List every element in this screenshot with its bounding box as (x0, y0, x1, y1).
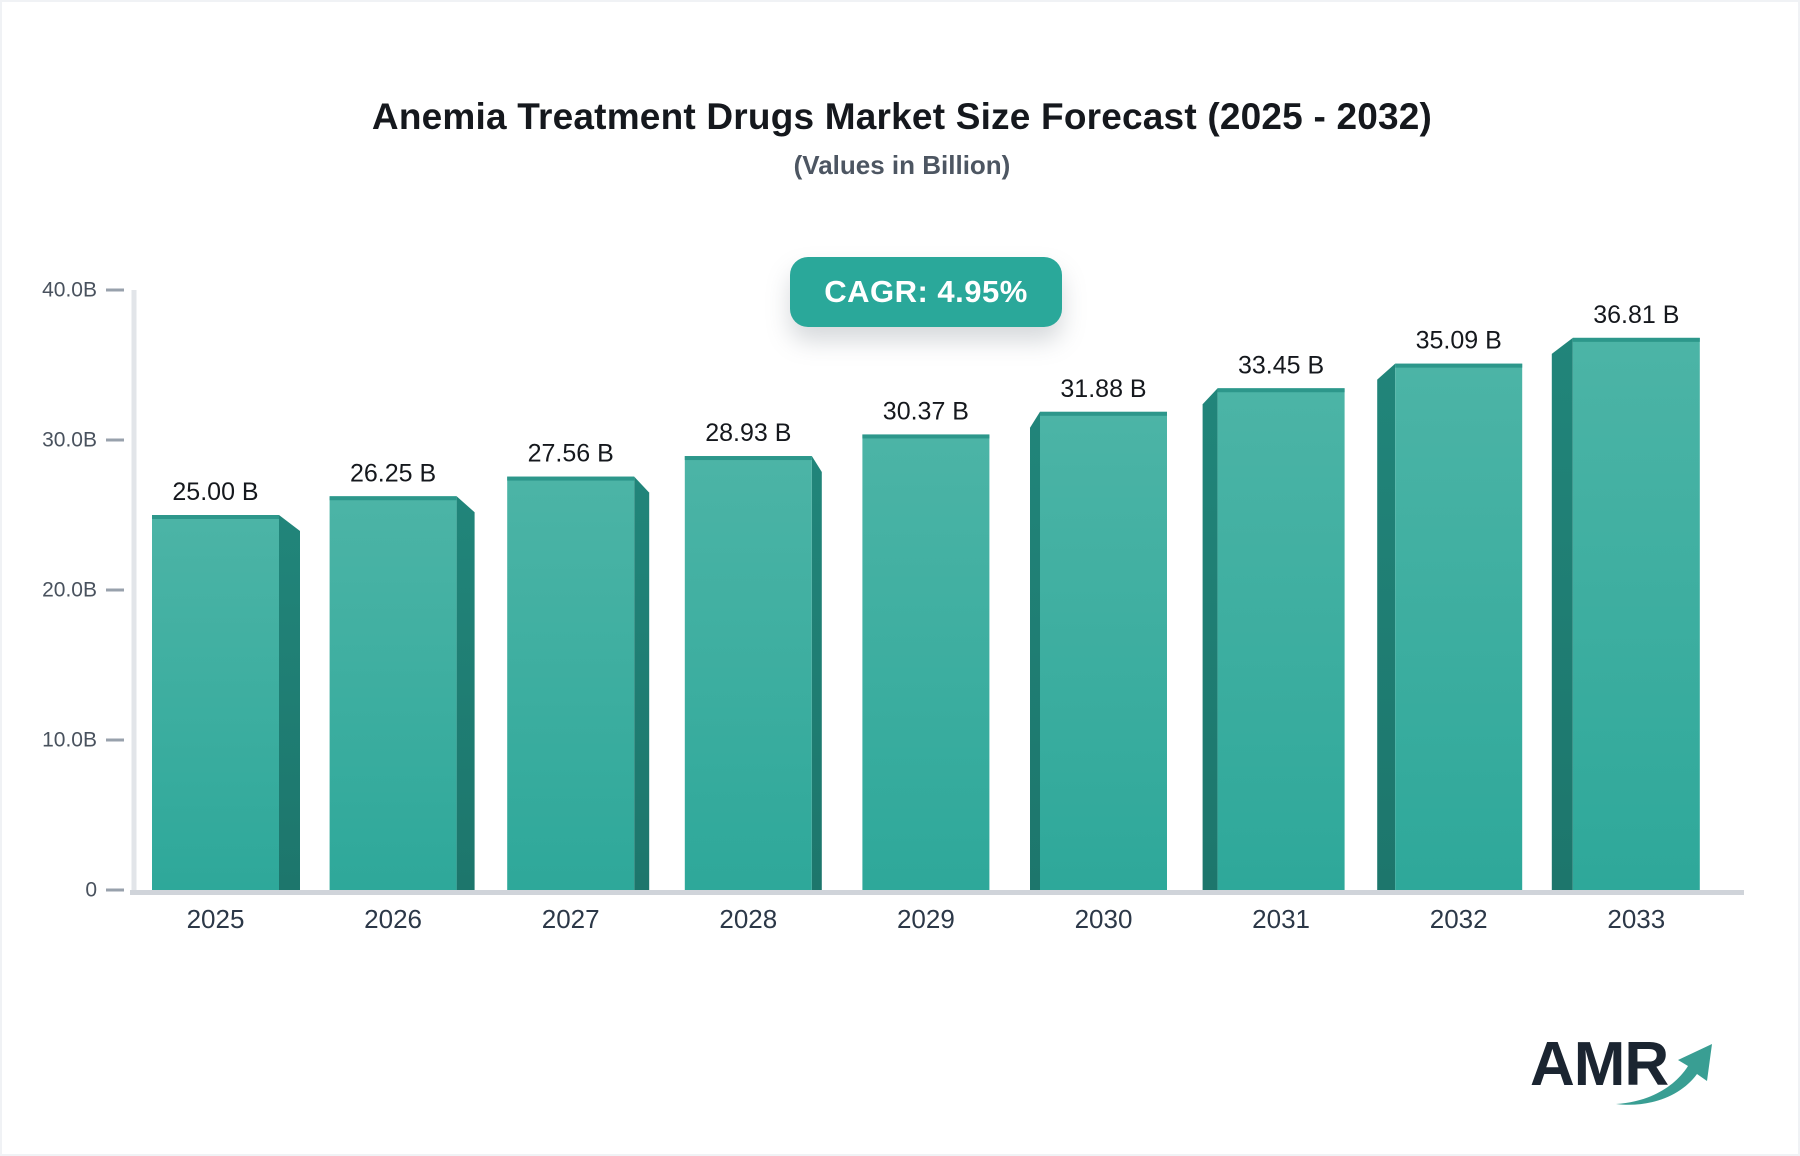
bar-value-label: 28.93 B (705, 419, 791, 447)
cagr-badge: CAGR: 4.95% (790, 257, 1062, 327)
x-axis-label: 2030 (1075, 904, 1133, 934)
bar-top-edge-2025 (152, 515, 279, 519)
y-tick-label: 40.0B (42, 279, 97, 302)
bar-side-2030 (1030, 411, 1040, 890)
chart-subtitle: (Values in Billion) (793, 150, 1011, 180)
bar-value-label: 27.56 B (528, 440, 614, 468)
y-tick-label: 20.0B (42, 579, 97, 602)
bar-side-2033 (1551, 337, 1573, 891)
bar-top-edge-2027 (507, 476, 635, 481)
x-axis-label: 2027 (542, 904, 600, 934)
bar-top-edge-2030 (1040, 411, 1167, 416)
x-axis-label: 2032 (1430, 904, 1488, 934)
bar-face-2026 (329, 496, 457, 890)
y-tick-label: 10.0B (42, 729, 97, 752)
bar-side-2025 (279, 515, 300, 890)
bar-face-2032 (1395, 363, 1523, 890)
chart-title: Anemia Treatment Drugs Market Size Forec… (371, 96, 1433, 137)
amr-logo-text: AMR (1530, 1030, 1669, 1099)
y-tick-label: 0 (85, 879, 97, 902)
bar-face-2029 (862, 434, 990, 890)
bar-face-2027 (507, 476, 635, 890)
x-axis-label: 2026 (364, 904, 422, 934)
bar-face-2031 (1217, 388, 1345, 890)
bar-value-label: 31.88 B (1060, 375, 1146, 403)
bar-top-edge-2026 (329, 496, 457, 501)
bar-value-label: 30.37 B (883, 397, 969, 425)
bar-face-2028 (684, 456, 812, 890)
bar-side-2032 (1377, 363, 1396, 890)
bar-top-edge-2029 (862, 434, 990, 439)
amr-logo: AMR (1530, 1034, 1720, 1124)
bar-value-label: 36.81 B (1593, 301, 1679, 329)
x-axis-label: 2029 (897, 904, 955, 934)
bar-top-edge-2032 (1395, 363, 1523, 368)
cagr-badge-label: CAGR: 4.95% (824, 274, 1028, 309)
bar-face-2033 (1572, 337, 1700, 891)
bar-face-2025 (152, 515, 279, 890)
bar-value-label: 35.09 B (1416, 327, 1502, 355)
x-axis-label: 2028 (719, 904, 777, 934)
bar-face-2030 (1040, 411, 1167, 890)
bar-side-2027 (634, 476, 650, 890)
bar-value-label: 26.25 B (350, 459, 436, 487)
bar-top-edge-2033 (1572, 337, 1700, 342)
bar-side-2028 (811, 456, 822, 890)
bar-side-2031 (1202, 388, 1218, 890)
bar-value-label: 25.00 B (172, 478, 258, 506)
bar-value-label: 33.45 B (1238, 351, 1324, 379)
x-axis-label: 2031 (1252, 904, 1310, 934)
y-tick-label: 30.0B (42, 429, 97, 452)
bar-top-edge-2031 (1217, 388, 1345, 393)
logo-arrow-icon (1616, 1044, 1712, 1105)
x-axis-label: 2025 (187, 904, 245, 934)
bar-top-edge-2028 (684, 456, 812, 461)
x-axis-label: 2033 (1607, 904, 1665, 934)
bar-side-2026 (456, 496, 475, 890)
